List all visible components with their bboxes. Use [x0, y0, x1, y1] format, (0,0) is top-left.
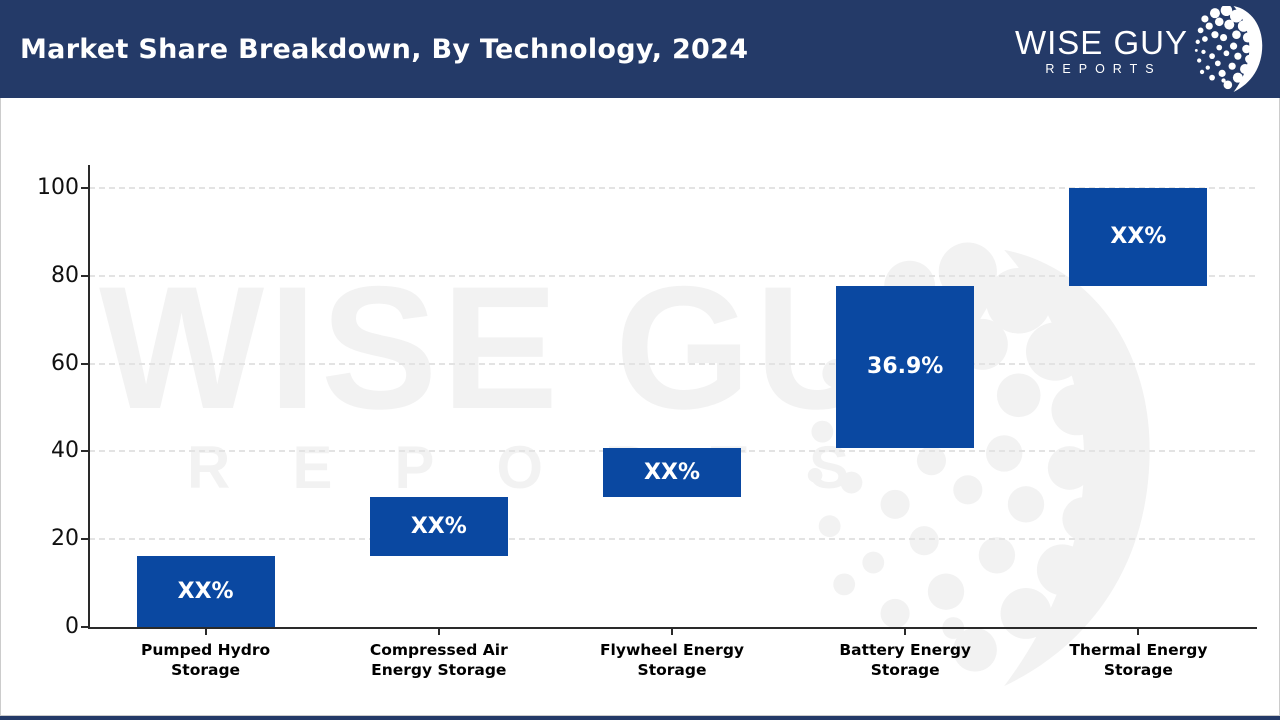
logo-brand-subtitle: REPORTS	[1045, 62, 1162, 76]
bar-1: XX%	[136, 555, 275, 627]
page-title: Market Share Breakdown, By Technology, 2…	[20, 33, 749, 65]
wiseguy-logo-text: WISE GUY REPORTS	[1015, 26, 1188, 76]
plot-area: 0 20 40 60 80 100 XX% Pumped Hydro Storage XX% Com…	[1, 98, 1279, 715]
x-axis-category-label-line: Storage	[870, 661, 940, 679]
x-axis-tick-mark	[671, 629, 673, 635]
x-axis-category-label-line: Storage	[1103, 661, 1173, 679]
x-axis-category-label-line: Energy Storage	[371, 661, 507, 679]
x-axis-category-label: Thermal Energy Storage	[1023, 640, 1253, 680]
y-axis-tick-mark	[81, 450, 89, 453]
x-axis-tick-mark	[204, 629, 207, 635]
y-axis-line	[88, 165, 90, 629]
x-axis-tick-mark	[437, 629, 440, 635]
bar-value-label: XX%	[177, 578, 234, 604]
x-axis-category-label: Pumped Hydro Storage	[91, 640, 321, 680]
y-axis-tick-mark	[81, 362, 89, 365]
y-axis-tick-mark	[81, 187, 89, 189]
x-axis-tick-mark	[1137, 629, 1140, 635]
wiseguy-face-icon	[1194, 6, 1263, 92]
bar-value-label: XX%	[644, 460, 700, 486]
chart-canvas: WISE GUY REPORTS 0 20 40 60 80 100 XX% Pumped H…	[0, 98, 1280, 716]
x-axis-category-label-line: Storage	[637, 661, 707, 679]
x-axis-category-label: Battery Energy Storage	[790, 640, 1020, 680]
x-axis-line	[88, 627, 1257, 629]
y-gridline	[89, 187, 1255, 189]
bar-value-label: 36.9%	[867, 354, 944, 380]
bar-value-label: XX%	[410, 514, 467, 540]
y-axis-tick-label: 60	[51, 350, 79, 376]
x-axis-category-label-line: Compressed Air	[369, 641, 508, 659]
x-axis-category-label-line: Thermal Energy	[1069, 641, 1208, 659]
x-axis-category-label-line: Flywheel Energy	[599, 641, 745, 659]
y-axis-tick-mark	[81, 538, 89, 541]
wiseguy-logo: WISE GUY REPORTS	[1015, 6, 1270, 92]
y-gridline	[89, 538, 1255, 541]
x-axis-category-label-line: Pumped Hydro	[141, 641, 271, 659]
report-header: Market Share Breakdown, By Technology, 2…	[0, 0, 1280, 98]
bar-4: 36.9%	[836, 285, 975, 448]
bar-3: XX%	[603, 447, 741, 498]
x-axis-tick-mark	[904, 629, 907, 635]
x-axis-category-label: Compressed Air Energy Storage	[324, 640, 554, 680]
logo-brand-name: WISE GUY	[1014, 24, 1188, 61]
x-axis-category-label: Flywheel Energy Storage	[557, 640, 787, 680]
y-axis-tick-mark	[81, 626, 89, 628]
y-axis-tick-label: 80	[51, 262, 79, 288]
x-axis-category-label-line: Storage	[171, 661, 241, 679]
x-axis-category-label-line: Battery Energy	[839, 641, 972, 659]
y-gridline	[89, 362, 1255, 365]
bar-2: XX%	[369, 497, 508, 556]
y-axis-tick-label: 20	[51, 526, 79, 552]
y-gridline	[89, 274, 1255, 277]
bar-5: XX%	[1069, 188, 1208, 286]
y-axis-tick-label: 100	[37, 175, 79, 200]
bar-value-label: XX%	[1110, 224, 1167, 250]
footer-accent-bar	[0, 716, 1280, 720]
y-axis-tick-label: 40	[51, 438, 79, 464]
y-axis-tick-label: 0	[65, 614, 79, 639]
y-axis-tick-mark	[81, 274, 89, 277]
